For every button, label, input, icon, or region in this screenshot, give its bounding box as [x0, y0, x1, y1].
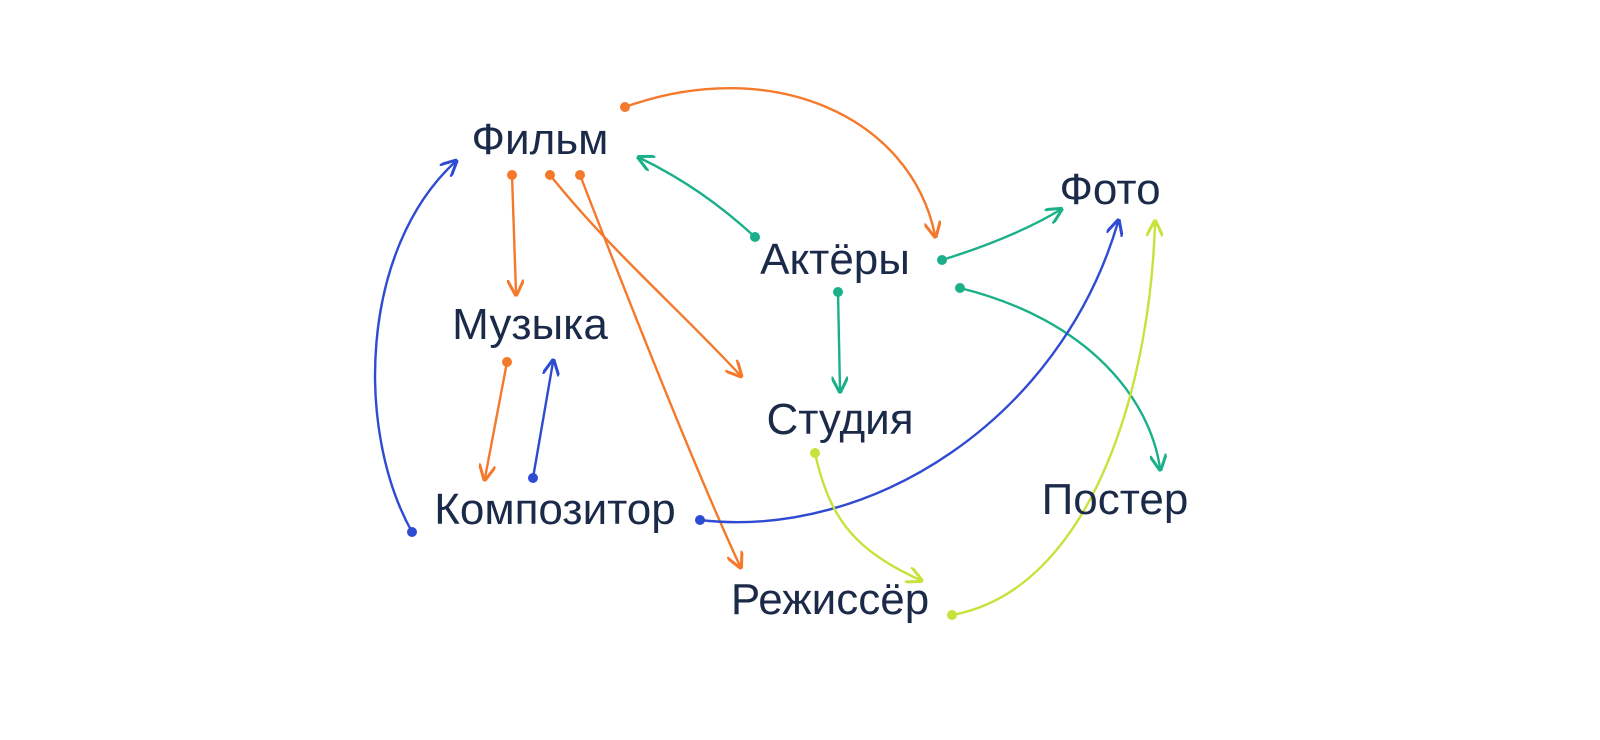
node-director: Режиссёр — [731, 575, 929, 625]
edge-start-dot — [833, 287, 843, 297]
edge — [815, 453, 920, 580]
edge-start-dot — [695, 515, 705, 525]
edge — [485, 362, 507, 478]
node-poster: Постер — [1042, 475, 1189, 525]
edge-start-dot — [502, 357, 512, 367]
edge-start-dot — [947, 610, 957, 620]
edge-start-dot — [545, 170, 555, 180]
edge-start-dot — [620, 102, 630, 112]
edge — [625, 88, 935, 235]
node-actors: Актёры — [760, 235, 910, 285]
edge — [942, 210, 1060, 260]
edge — [952, 223, 1155, 615]
node-film: Фильм — [472, 115, 609, 165]
node-music: Музыка — [452, 300, 608, 350]
node-studio: Студия — [766, 395, 913, 445]
edge — [640, 158, 755, 237]
edge-start-dot — [937, 255, 947, 265]
node-photo: Фото — [1059, 165, 1160, 215]
edge — [533, 362, 553, 478]
diagram-canvas: Фильм Актёры Фото Музыка Студия Композитор Пос… — [0, 0, 1600, 740]
edge-start-dot — [507, 170, 517, 180]
node-composer: Композитор — [434, 485, 676, 535]
edge-start-dot — [575, 170, 585, 180]
edge — [838, 292, 840, 390]
edge — [375, 162, 455, 532]
edge — [960, 288, 1160, 468]
edge-start-dot — [810, 448, 820, 458]
edge-start-dot — [407, 527, 417, 537]
edge-start-dot — [528, 473, 538, 483]
edge-start-dot — [750, 232, 760, 242]
edge-start-dot — [955, 283, 965, 293]
edge — [512, 175, 516, 293]
edges-layer — [0, 0, 1600, 740]
